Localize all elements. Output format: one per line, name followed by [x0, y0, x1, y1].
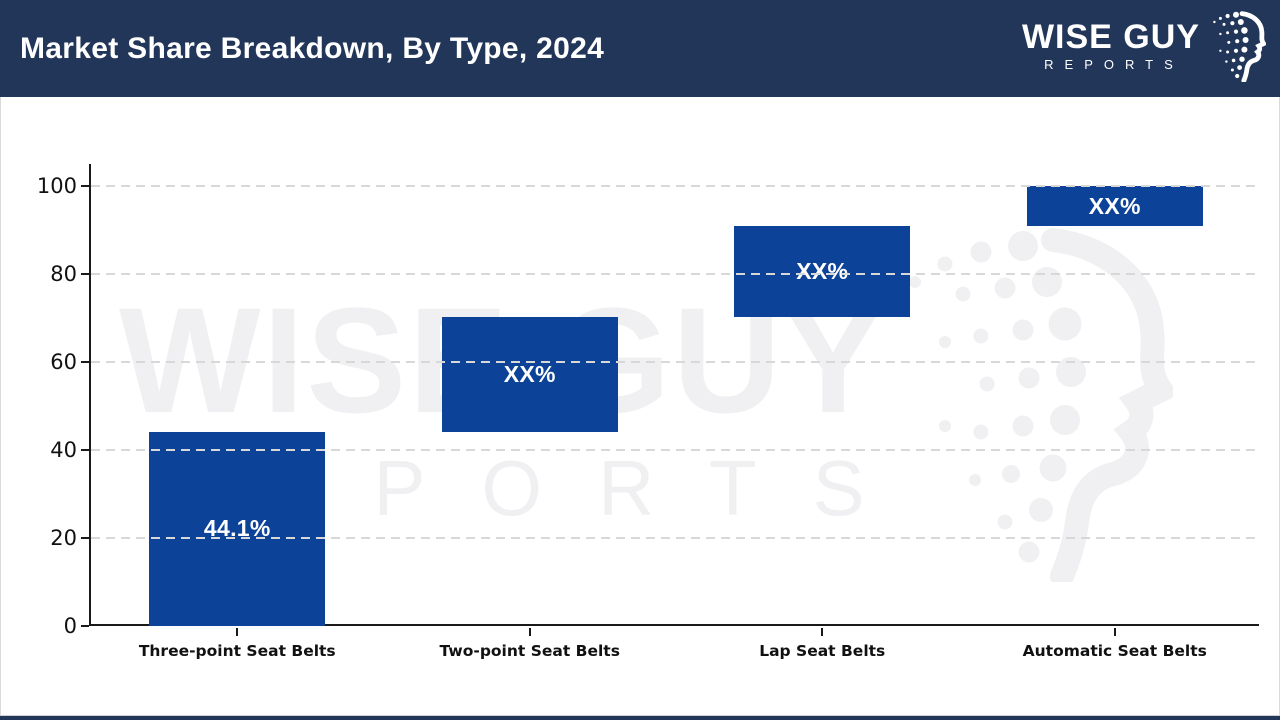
plot-area: 0 20 40 60 80 100 44.1% XX% XX% XX% Three-point Se… [37, 164, 1259, 660]
wise-guy-logo: WISE GUY REPORTS [1022, 8, 1266, 84]
x-category-label: Lap Seat Belts [759, 642, 886, 660]
bar-segment: XX% [441, 316, 618, 432]
logo-subtitle: REPORTS [1044, 57, 1184, 73]
gridline-40 [91, 449, 1259, 451]
gridline-60 [91, 361, 1259, 363]
x-tick [236, 628, 239, 636]
y-tick-80 [81, 273, 89, 275]
bar-segment: 44.1% [149, 431, 326, 626]
chart-canvas: WISE GUY REPORTS 0 20 40 60 80 100 44.1% XX% XX%… [0, 97, 1280, 715]
face-profile-icon [1206, 8, 1266, 84]
bar-segment: XX% [1026, 186, 1203, 227]
y-tick-0 [81, 625, 89, 627]
y-tick-label-60: 60 [50, 350, 77, 374]
header-bar: Market Share Breakdown, By Type, 2024 WI… [0, 0, 1280, 97]
x-category-label: Three-point Seat Belts [138, 642, 336, 660]
y-tick-label-0: 0 [63, 614, 77, 638]
chart-title: Market Share Breakdown, By Type, 2024 [20, 31, 605, 65]
y-tick-label-20: 20 [50, 526, 77, 550]
bottom-accent-bar [0, 715, 1280, 720]
y-tick-60 [81, 361, 89, 363]
bar-value-label: XX% [796, 257, 849, 284]
y-tick-20 [81, 537, 89, 539]
x-tick [821, 628, 824, 636]
bar-segment: XX% [734, 226, 911, 317]
x-tick [1113, 628, 1116, 636]
y-tick-100 [81, 185, 89, 187]
y-tick-label-80: 80 [50, 262, 77, 286]
gridline-100 [91, 185, 1259, 187]
y-tick-label-100: 100 [36, 174, 77, 198]
logo-text: WISE GUY REPORTS [1021, 17, 1200, 73]
bar-value-label: XX% [1088, 192, 1141, 219]
x-category-label: Two-point Seat Belts [439, 642, 620, 660]
y-tick-label-40: 40 [50, 438, 77, 462]
logo-name: WISE GUY [1021, 17, 1200, 56]
x-tick [528, 628, 531, 636]
gridline-80 [91, 273, 1259, 275]
bar-value-label: XX% [503, 360, 556, 387]
gridline-20 [91, 537, 1259, 539]
x-category-label: Automatic Seat Belts [1022, 642, 1207, 660]
y-tick-40 [81, 449, 89, 451]
